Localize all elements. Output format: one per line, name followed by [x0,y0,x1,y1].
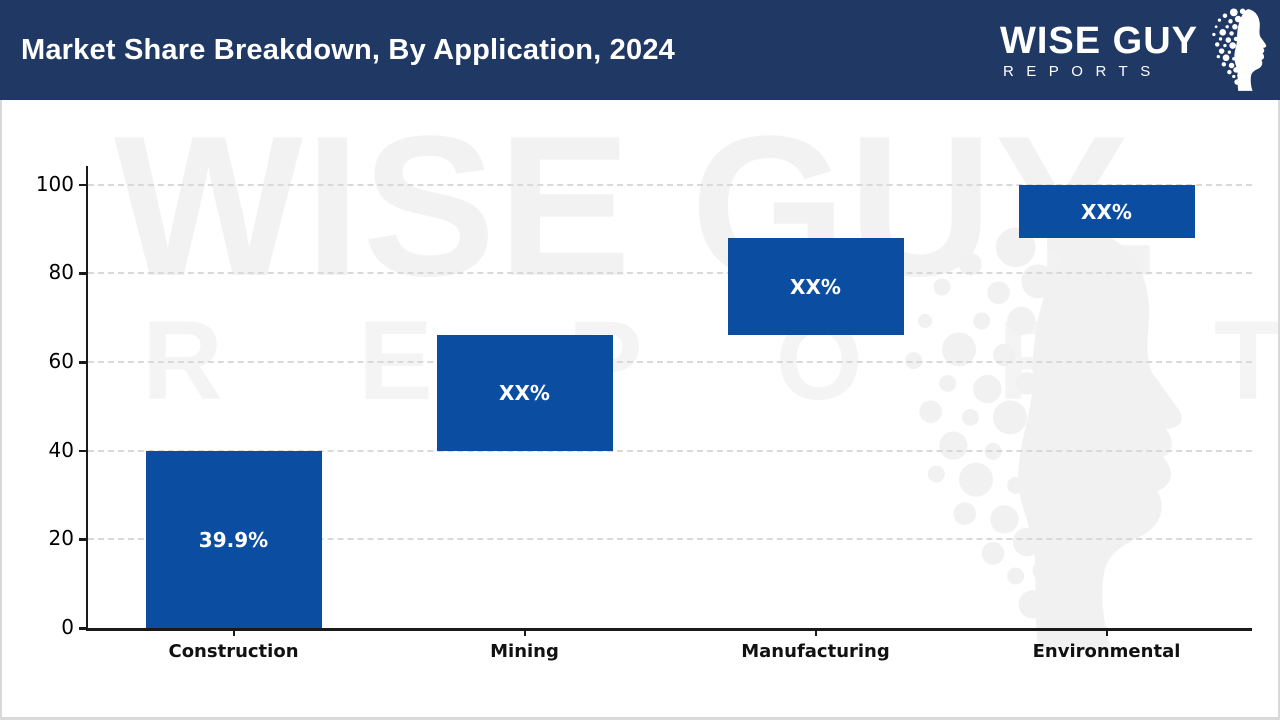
y-axis-tick-label: 60 [48,349,74,374]
y-axis-tick-mark [79,627,88,630]
x-axis-tick-mark [232,628,235,636]
waterfall-chart: 0 20 40 60 80 100 39.9% XX% XX% XX% Construction Mi… [0,100,1280,720]
y-axis-tick-label: 0 [61,615,74,639]
y-axis-tick-mark [79,183,88,187]
y-axis-tick-mark [79,538,88,541]
x-axis-category-label: Manufacturing [741,641,890,662]
bar-mining: XX% [436,335,613,452]
bar-value-label: XX% [790,274,841,299]
x-axis-tick-mark [814,628,817,636]
bar-value-label: 39.9% [198,527,269,552]
y-axis-tick-mark [79,272,88,275]
bar-manufacturing: XX% [727,238,904,336]
x-axis-tick-mark [1105,628,1108,636]
gridline-100 [88,183,1252,186]
bar-value-label: XX% [1081,199,1132,224]
bar-construction: 39.9% [145,451,322,628]
logo-face-icon [1212,8,1267,91]
bar-value-label: XX% [499,381,550,406]
gridline-40 [88,449,1252,452]
gridline-20 [88,538,1252,541]
logo-wordmark-line2: REPORTS [1002,62,1163,80]
x-axis-category-label: Environmental [1032,641,1181,662]
y-axis-tick-mark [79,449,88,453]
x-axis-tick-mark [523,628,526,636]
gridline-80 [88,272,1252,275]
wiseguy-logo: WISE GUY REPORTS [1000,8,1270,92]
header-bar: Market Share Breakdown, By Application, … [0,0,1280,100]
gridline-60 [88,361,1252,364]
x-axis-line [85,628,1252,631]
bar-environmental: XX% [1018,184,1195,239]
x-axis-category-label: Construction [168,641,299,662]
y-axis-tick-label: 20 [48,526,74,551]
logo-wordmark: WISE GUY REPORTS [1000,21,1198,80]
logo-wordmark-line1: WISE GUY [999,19,1198,62]
y-axis-tick-mark [79,361,88,364]
y-axis-tick-label: 80 [48,260,74,285]
y-axis-line [85,166,88,628]
x-axis-category-label: Mining [490,641,559,662]
y-axis-tick-label: 100 [35,171,74,196]
page-title: Market Share Breakdown, By Application, … [21,34,675,66]
y-axis-tick-label: 40 [48,437,74,462]
